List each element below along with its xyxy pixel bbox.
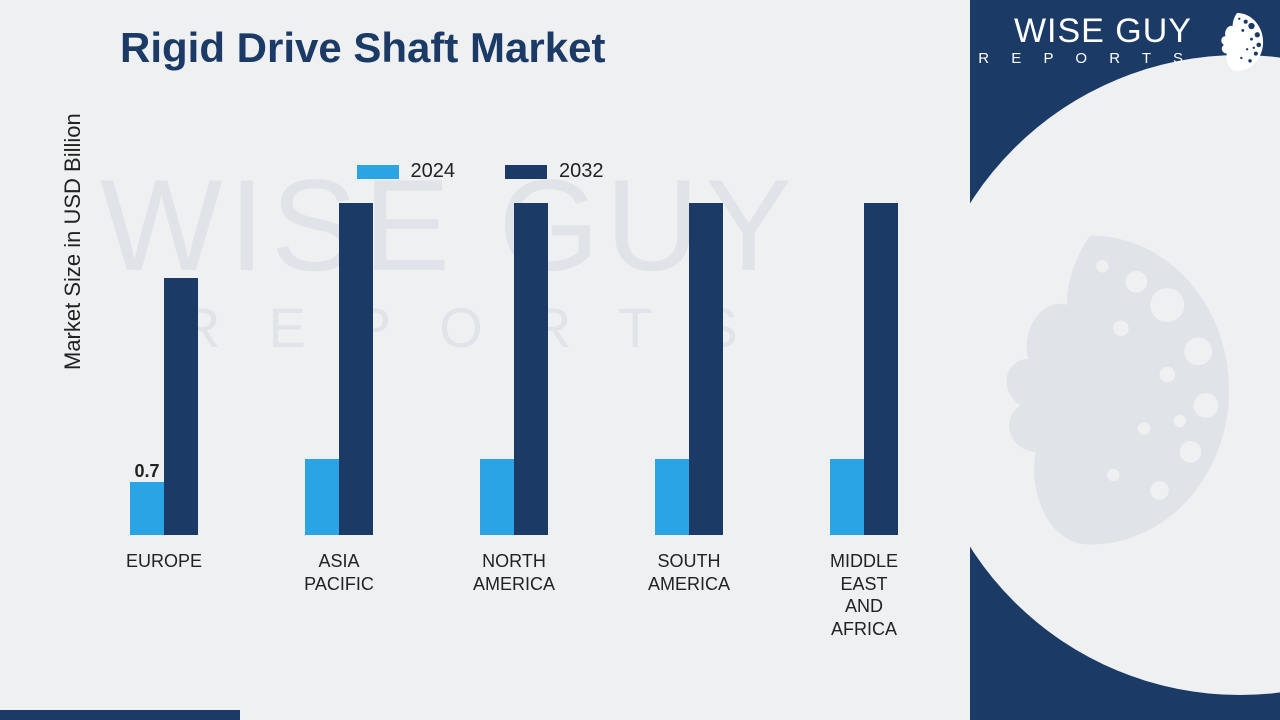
bar-wrap [655, 459, 689, 540]
legend-item-2024: 2024 [357, 160, 456, 183]
x-axis-category: NORTHAMERICA [449, 550, 579, 595]
bar-wrap: 0.7 [130, 461, 164, 540]
brand-main-text: WISE GUY [978, 14, 1192, 48]
legend-label-2024: 2024 [411, 160, 456, 183]
x-axis-category: ASIAPACIFIC [274, 550, 404, 595]
x-axis-category: EUROPE [99, 550, 229, 573]
chart-title: Rigid Drive Shaft Market [120, 24, 605, 72]
bar-wrap [864, 203, 898, 540]
bar-wrap [830, 459, 864, 540]
bar-2024 [480, 459, 514, 535]
bar-2032 [164, 278, 198, 535]
x-axis-category: SOUTHAMERICA [624, 550, 754, 595]
bar-wrap [480, 459, 514, 540]
legend: 2024 2032 [0, 160, 960, 183]
bar-2032 [339, 203, 373, 535]
brand-logo: WISE GUY R E P O R T S [978, 14, 1192, 67]
bar-2024 [130, 482, 164, 535]
legend-label-2032: 2032 [559, 160, 604, 183]
bar-wrap [339, 203, 373, 540]
footer-accent-bar [0, 710, 240, 720]
legend-swatch-2032 [505, 165, 547, 179]
bar-value-label: 0.7 [130, 461, 164, 482]
x-axis-category: MIDDLEEASTANDAFRICA [799, 550, 929, 640]
chart-canvas: WISE GUY REPORTS Rigid Drive Shaft Marke… [0, 0, 1280, 720]
brand-sub-text: R E P O R T S [978, 50, 1192, 67]
bar-group [655, 203, 723, 540]
brand-head-icon [1208, 10, 1266, 74]
y-axis-label: Market Size in USD Billion [60, 113, 86, 370]
bar-wrap [164, 278, 198, 540]
bar-2024 [305, 459, 339, 535]
bar-group: 0.7 [130, 278, 198, 540]
bar-wrap [689, 203, 723, 540]
bar-group [305, 203, 373, 540]
bar-group [830, 203, 898, 540]
bar-2024 [830, 459, 864, 535]
bar-2032 [864, 203, 898, 535]
legend-swatch-2024 [357, 165, 399, 179]
plot-area: 0.7 [100, 200, 960, 540]
legend-item-2032: 2032 [505, 160, 604, 183]
bar-group [480, 203, 548, 540]
bar-2032 [689, 203, 723, 535]
bar-wrap [305, 459, 339, 540]
bar-2024 [655, 459, 689, 535]
bar-wrap [514, 203, 548, 540]
bar-2032 [514, 203, 548, 535]
